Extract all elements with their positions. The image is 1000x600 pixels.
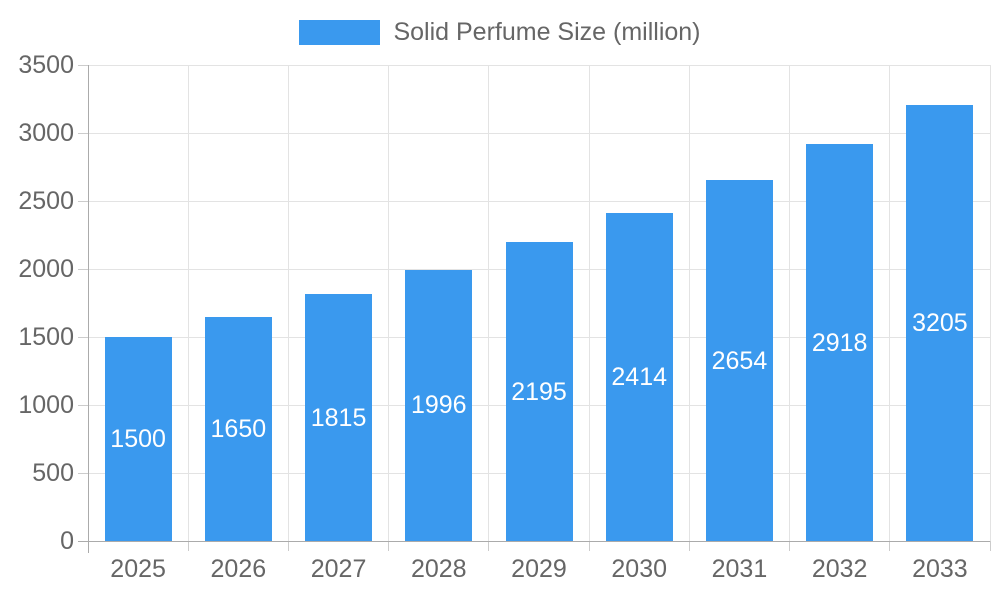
x-tick-label: 2031 [711,555,768,583]
y-tick-label: 3500 [18,51,74,79]
bar-value-label: 1650 [210,414,267,443]
gridline-vertical [388,65,390,541]
y-axis-tick [78,200,88,202]
y-axis-tick [78,472,88,474]
y-tick-label: 1000 [18,391,74,419]
y-tick-label: 0 [60,527,74,555]
x-axis-tick [989,541,991,551]
legend-label: Solid Perfume Size (million) [393,18,701,46]
gridline-vertical [889,65,891,541]
gridline-vertical [789,65,791,541]
gridline-vertical [187,65,189,541]
bar[interactable]: 2654 [705,180,773,541]
gridline-vertical [588,65,590,541]
bar[interactable]: 1500 [104,337,172,541]
bar-value-label: 1815 [310,403,367,432]
x-tick-label: 2033 [912,555,968,583]
x-tick-label: 2030 [611,555,668,583]
x-tick-label: 2029 [511,555,567,583]
gridline-vertical [688,65,690,541]
x-axis-tick [287,541,289,551]
bar[interactable]: 2414 [605,212,673,541]
bar[interactable]: 1996 [405,269,473,541]
y-tick-label: 1500 [18,323,74,351]
y-axis-tick [78,132,88,134]
y-axis-tick [78,268,88,270]
x-axis-line [78,540,990,542]
gridline-vertical [488,65,490,541]
gridline-horizontal [88,200,990,202]
bar[interactable]: 2195 [505,242,573,541]
bar-value-label: 2918 [811,328,868,357]
gridline-vertical [287,65,289,541]
x-axis-tick [688,541,690,551]
x-axis-tick [588,541,590,551]
legend-item[interactable]: Solid Perfume Size (million) [0,18,1000,46]
bar-value-label: 2195 [511,377,567,406]
bar[interactable]: 2918 [806,144,874,541]
x-axis-tick [789,541,791,551]
x-axis-tick [889,541,891,551]
bar[interactable]: 3205 [906,105,974,541]
gridline-horizontal [88,132,990,134]
y-axis-line [87,65,89,553]
bar-value-label: 1996 [410,391,467,420]
legend-swatch [299,19,381,45]
y-axis-tick [78,404,88,406]
y-tick-label: 500 [32,459,74,487]
x-tick-label: 2025 [110,555,166,583]
bar[interactable]: 1650 [204,316,272,541]
bar-value-label: 2654 [711,346,768,375]
x-tick-label: 2032 [811,555,868,583]
gridline-horizontal [88,64,990,66]
x-tick-label: 2027 [310,555,367,583]
gridline-vertical [989,65,991,541]
bar-value-label: 2414 [611,362,668,391]
y-axis-tick [78,336,88,338]
y-tick-label: 3000 [18,119,74,147]
plot-area: 0 500 1000 1500 2000 2500 3000 3500 2025 2026 2027… [18,52,991,583]
bar-value-label: 1500 [110,425,166,453]
y-tick-label: 2500 [18,187,74,215]
x-tick-label: 2026 [210,555,267,583]
x-axis-tick [187,541,189,551]
bar-value-label: 3205 [912,309,968,338]
x-axis-tick [488,541,490,551]
bar[interactable]: 1815 [305,294,373,541]
y-axis-tick [78,64,88,66]
x-axis-tick [388,541,390,551]
y-tick-label: 2000 [18,255,74,283]
x-tick-label: 2028 [410,555,467,583]
